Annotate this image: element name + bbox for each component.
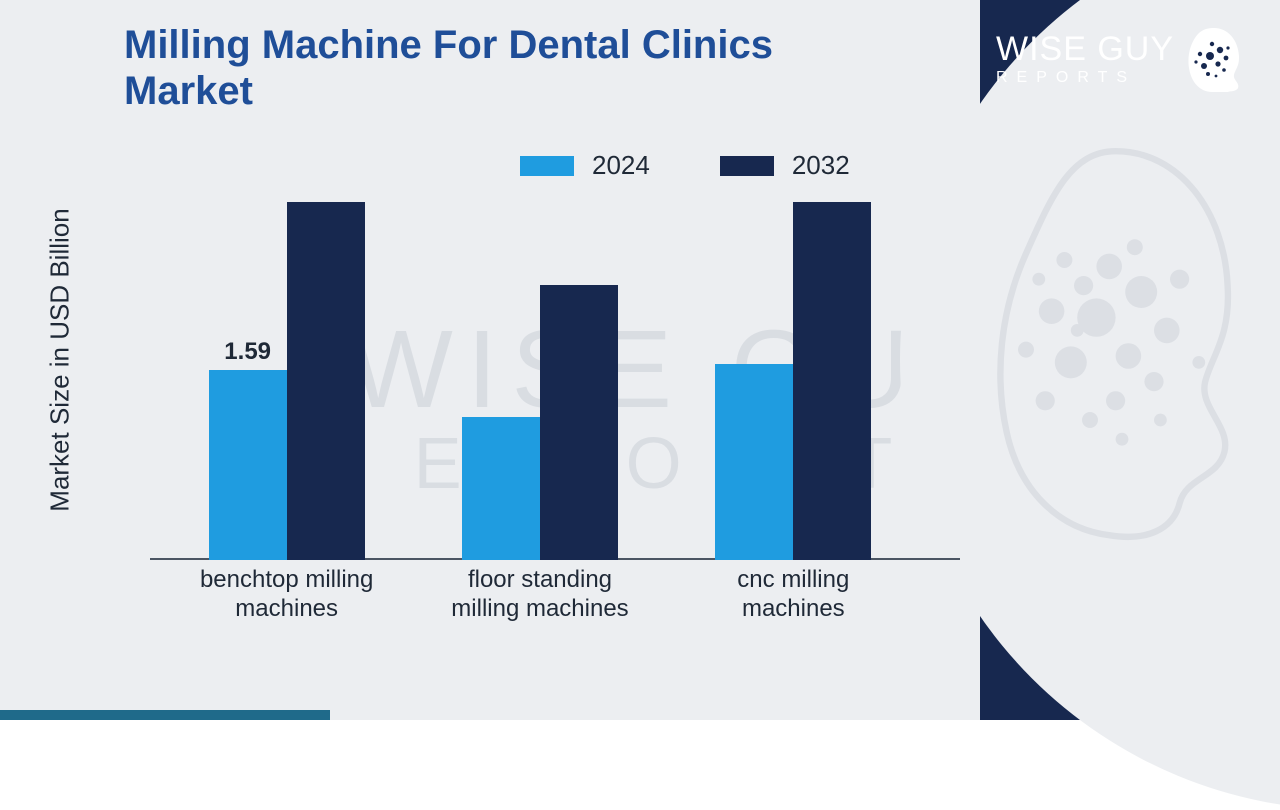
- legend-swatch-2032: [720, 156, 774, 176]
- category-labels: benchtop milling machines floor standing…: [120, 566, 960, 624]
- category-label-2: cnc milling machines: [703, 566, 883, 624]
- category-label-0: benchtop milling machines: [197, 566, 377, 624]
- legend-label-2032: 2032: [792, 150, 850, 181]
- chart-plot: 1.59: [120, 190, 960, 560]
- bottom-accent-bar: [0, 710, 330, 720]
- bar-0-seriesB: [287, 202, 365, 560]
- chart-bar-groups: 1.59: [120, 190, 960, 560]
- bar-0-value-label: 1.59: [224, 338, 271, 366]
- legend-item-2024: 2024: [520, 150, 650, 181]
- bar-2-seriesB: [793, 202, 871, 560]
- legend-label-2024: 2024: [592, 150, 650, 181]
- bar-0-seriesA: 1.59: [209, 370, 287, 560]
- brand-logo-bottom: REPORTS: [996, 70, 1174, 85]
- page-root: WISE GUY REPORTS Milling Machine For Den…: [0, 0, 1280, 720]
- legend-item-2032: 2032: [720, 150, 850, 181]
- bar-group-2: [715, 202, 871, 560]
- bar-2-seriesA: [715, 364, 793, 560]
- brand-logo-top: WISE GUY: [996, 33, 1174, 65]
- brand-logo-text: WISE GUY REPORTS: [996, 33, 1174, 84]
- bar-1-seriesA: [462, 417, 540, 560]
- chart-legend: 2024 2032: [520, 150, 850, 181]
- y-axis-title: Market Size in USD Billion: [45, 208, 76, 511]
- bar-group-0: 1.59: [209, 202, 365, 560]
- bar-1-seriesB: [540, 285, 618, 560]
- category-label-1: floor standing milling machines: [450, 566, 630, 624]
- page-title: Milling Machine For Dental Clinics Marke…: [124, 22, 884, 114]
- brand-logo: WISE GUY REPORTS: [996, 26, 1256, 92]
- brand-logo-head-icon: [1182, 26, 1242, 92]
- legend-swatch-2024: [520, 156, 574, 176]
- bar-group-1: [462, 285, 618, 560]
